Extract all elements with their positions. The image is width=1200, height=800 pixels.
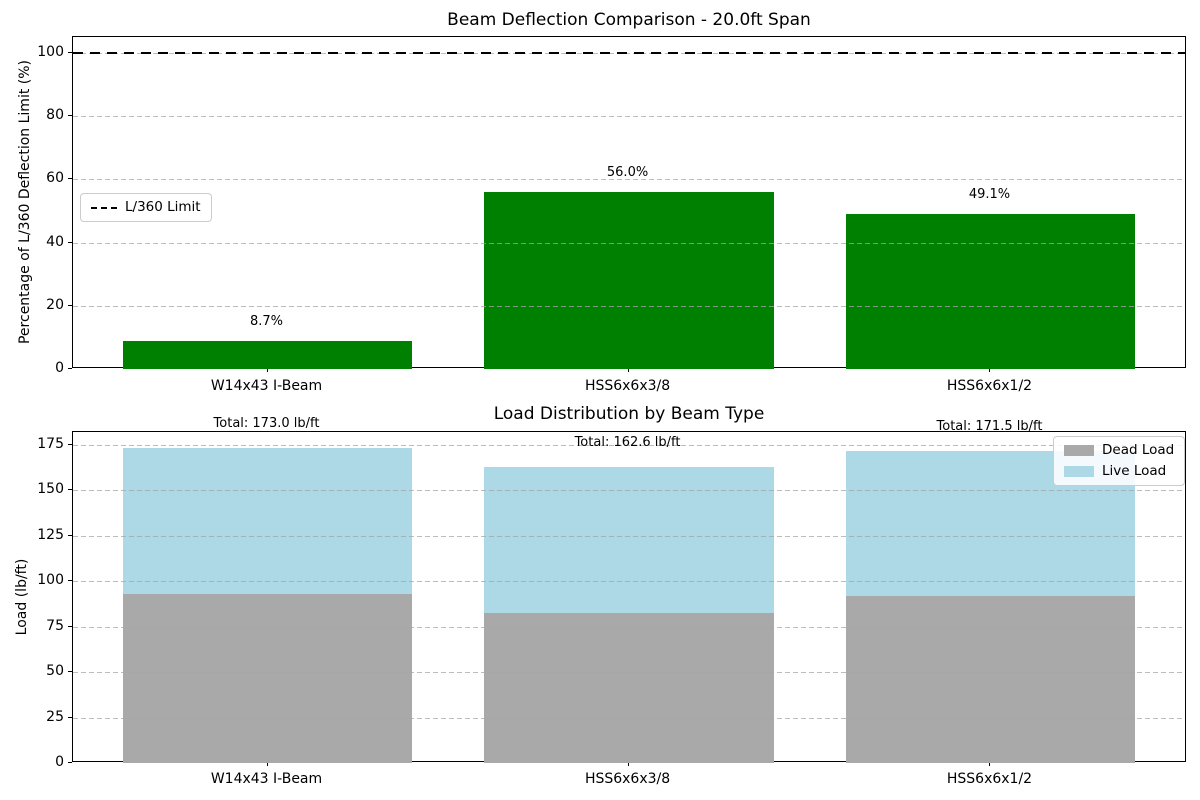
y-tick-0 xyxy=(68,368,72,369)
limit-line-legend-label: L/360 Limit xyxy=(125,199,201,215)
legend-entry-dead-load: Dead Load xyxy=(1064,442,1174,459)
load-bar-1-live-load xyxy=(483,467,774,613)
gridline-40 xyxy=(73,242,1185,244)
deflection-bar-1 xyxy=(483,191,774,369)
load-legend: Dead Load Live Load xyxy=(1053,436,1186,486)
legend-entry-limit: L/360 Limit xyxy=(91,199,201,216)
legend-label-1: Live Load xyxy=(1102,463,1167,479)
y-tick-20 xyxy=(68,304,72,306)
load-bar-0-dead-load xyxy=(122,593,413,763)
y-tick-label-175: 175 xyxy=(37,435,64,452)
gridline-100 xyxy=(73,581,1185,583)
legend-label-0: Dead Load xyxy=(1102,442,1175,458)
gridline-125 xyxy=(73,535,1185,537)
deflection-bar-value-label-0: 8.7% xyxy=(249,314,284,330)
y-tick-label-0: 0 xyxy=(55,754,64,770)
deflection-plot-area xyxy=(72,36,1186,369)
x-tick-label-0: W14x43 I-Beam xyxy=(210,771,323,787)
gridline-75 xyxy=(73,626,1185,628)
x-tick-label-0: W14x43 I-Beam xyxy=(210,378,323,394)
x-tick-label-1: HSS6x6x3/8 xyxy=(584,771,671,787)
y-tick-label-25: 25 xyxy=(46,708,64,725)
y-tick-label-150: 150 xyxy=(37,481,64,498)
y-tick-label-125: 125 xyxy=(37,526,64,543)
x-tick-2 xyxy=(989,368,991,372)
deflection-chart-title: Beam Deflection Comparison - 20.0ft Span xyxy=(447,10,811,30)
x-tick-label-2: HSS6x6x1/2 xyxy=(946,378,1033,394)
y-tick-175 xyxy=(68,443,72,445)
load-plot-area xyxy=(72,431,1186,763)
y-tick-25 xyxy=(68,716,72,718)
load-total-label-2: Total: 171.5 lb/ft xyxy=(936,418,1043,434)
deflection-bar-value-label-1: 56.0% xyxy=(606,164,649,180)
deflection-legend: L/360 Limit xyxy=(80,193,212,222)
y-tick-75 xyxy=(68,625,72,627)
y-tick-80 xyxy=(68,115,72,117)
gridline-20 xyxy=(73,305,1185,307)
load-chart-title: Load Distribution by Beam Type xyxy=(493,404,765,424)
y-tick-label-0: 0 xyxy=(55,360,64,376)
load-bar-1-dead-load xyxy=(483,612,774,763)
gridline-50 xyxy=(73,672,1185,674)
y-tick-40 xyxy=(68,241,72,243)
dashed-line-swatch-icon xyxy=(91,206,117,209)
x-tick-1 xyxy=(627,762,629,766)
x-tick-1 xyxy=(627,368,629,372)
x-tick-0 xyxy=(266,368,268,372)
deflection-bar-2 xyxy=(845,213,1136,369)
deflection-bar-value-label-2: 49.1% xyxy=(968,186,1011,202)
x-tick-2 xyxy=(989,762,991,766)
deflection-bar-0 xyxy=(122,341,413,369)
y-tick-label-40: 40 xyxy=(46,233,64,250)
x-tick-label-1: HSS6x6x3/8 xyxy=(584,378,671,394)
x-tick-label-2: HSS6x6x1/2 xyxy=(946,771,1033,787)
y-tick-label-80: 80 xyxy=(46,107,64,124)
y-tick-label-50: 50 xyxy=(46,663,64,680)
load-total-label-1: Total: 162.6 lb/ft xyxy=(574,435,681,451)
x-tick-0 xyxy=(266,762,268,766)
gridline-25 xyxy=(73,717,1185,719)
y-tick-100 xyxy=(68,51,72,53)
y-tick-0 xyxy=(68,762,72,763)
y-tick-label-20: 20 xyxy=(46,296,64,313)
y-tick-60 xyxy=(68,178,72,180)
y-tick-150 xyxy=(68,489,72,491)
y-tick-125 xyxy=(68,534,72,536)
gridline-60 xyxy=(73,179,1185,181)
y-tick-label-100: 100 xyxy=(37,43,64,60)
load-bar-0-live-load xyxy=(122,448,413,594)
y-tick-label-100: 100 xyxy=(37,572,64,589)
gridline-175 xyxy=(73,444,1185,446)
y-tick-label-60: 60 xyxy=(46,170,64,187)
legend-entry-live-load: Live Load xyxy=(1064,463,1174,480)
gridline-150 xyxy=(73,490,1185,492)
live-load-swatch-icon xyxy=(1064,466,1094,477)
load-total-label-0: Total: 173.0 lb/ft xyxy=(213,416,320,432)
gridline-80 xyxy=(73,116,1185,118)
y-tick-100 xyxy=(68,580,72,582)
dead-load-swatch-icon xyxy=(1064,445,1094,456)
load-bar-2-dead-load xyxy=(845,596,1136,763)
l360-limit-line xyxy=(73,51,1185,54)
y-tick-50 xyxy=(68,671,72,673)
y-tick-label-75: 75 xyxy=(46,617,64,634)
